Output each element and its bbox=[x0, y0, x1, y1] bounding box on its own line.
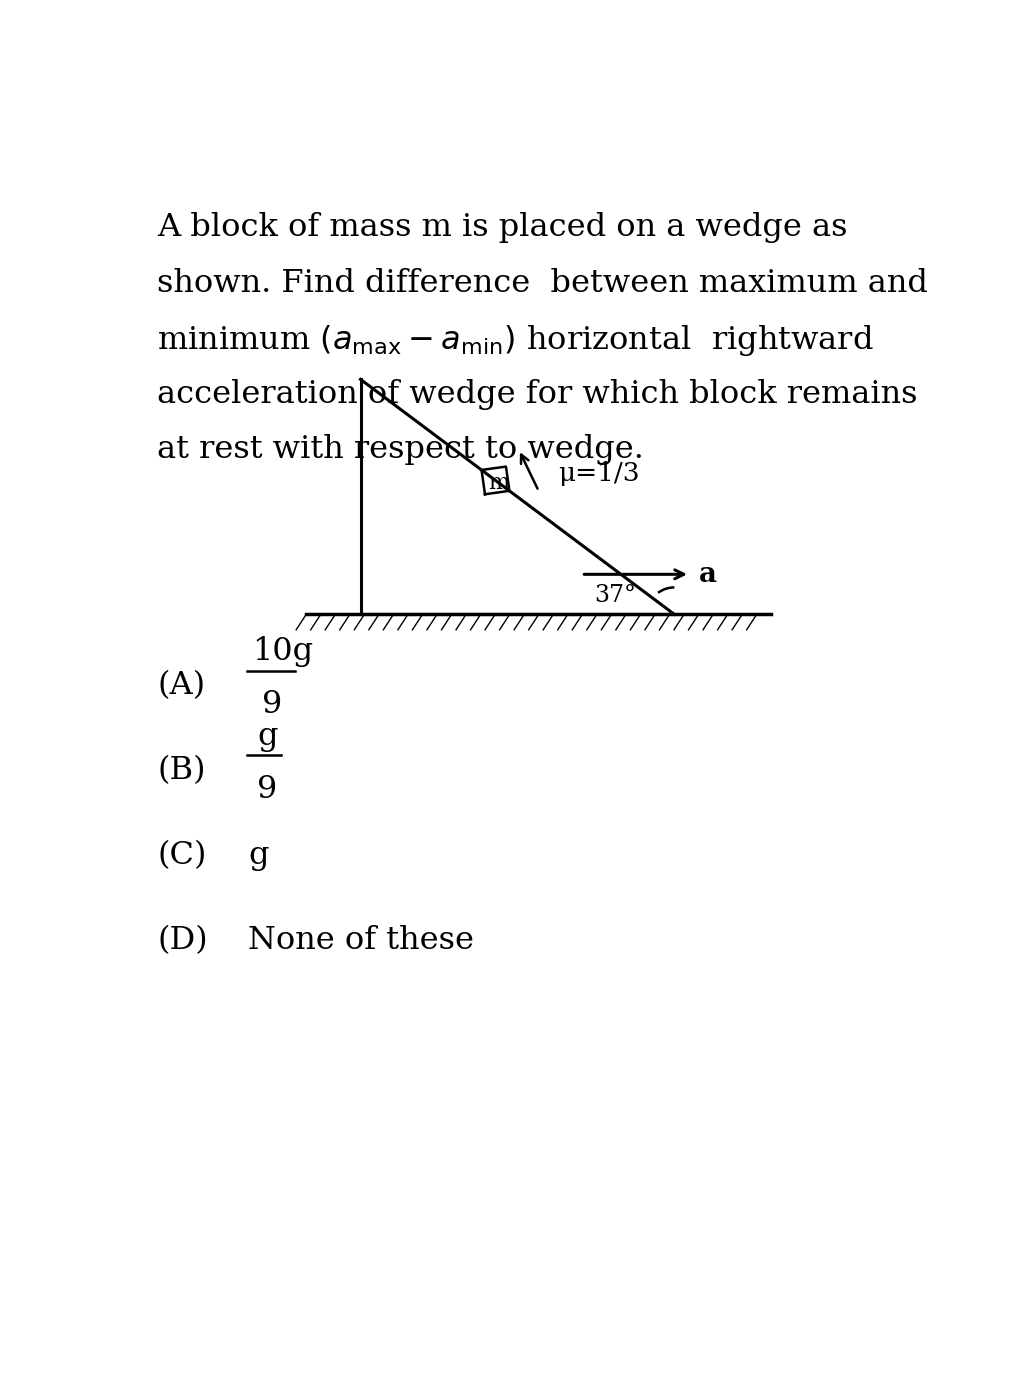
Text: 9: 9 bbox=[262, 689, 283, 720]
Text: 10g: 10g bbox=[252, 636, 313, 667]
Text: 37°: 37° bbox=[594, 583, 636, 607]
Text: None of these: None of these bbox=[248, 924, 474, 956]
Text: μ=1/3: μ=1/3 bbox=[558, 461, 640, 485]
Text: at rest with respect to wedge.: at rest with respect to wedge. bbox=[158, 435, 644, 466]
Text: (B): (B) bbox=[158, 755, 206, 786]
Text: (C): (C) bbox=[158, 840, 207, 871]
Text: m: m bbox=[488, 473, 509, 495]
Text: g: g bbox=[257, 721, 278, 752]
Text: A block of mass m is placed on a wedge as: A block of mass m is placed on a wedge a… bbox=[158, 212, 848, 243]
Text: (D): (D) bbox=[158, 924, 208, 956]
Text: minimum $(a_{\mathrm{max}} - a_{\mathrm{min}})$ horizontal  rightward: minimum $(a_{\mathrm{max}} - a_{\mathrm{… bbox=[158, 323, 874, 358]
Text: (A): (A) bbox=[158, 671, 206, 702]
Text: g: g bbox=[248, 840, 268, 871]
Text: acceleration of wedge for which block remains: acceleration of wedge for which block re… bbox=[158, 379, 918, 410]
Text: shown. Find difference  between maximum and: shown. Find difference between maximum a… bbox=[158, 268, 929, 299]
Text: a: a bbox=[699, 561, 717, 587]
Text: 9: 9 bbox=[257, 773, 278, 805]
